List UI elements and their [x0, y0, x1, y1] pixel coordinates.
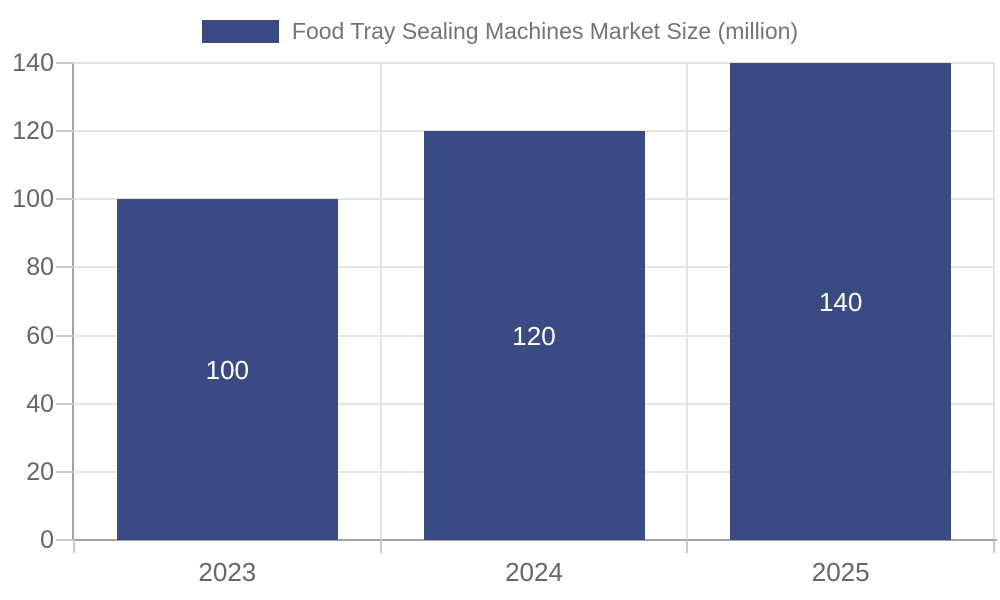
y-tick-140 — [56, 62, 74, 64]
plot-area: 100 120 140 — [72, 62, 997, 541]
y-tick-label-60: 60 — [26, 321, 54, 350]
bar-2023[interactable]: 100 — [116, 199, 338, 540]
x-tick-label-2025: 2025 — [811, 557, 870, 587]
x-tick-0 — [73, 540, 75, 553]
x-tick-label-2023: 2023 — [198, 557, 257, 587]
bar-value-label-2025: 140 — [818, 286, 863, 317]
y-tick-label-120: 120 — [12, 117, 54, 146]
y-tick-label-140: 140 — [12, 49, 54, 77]
y-tick-label-80: 80 — [26, 253, 54, 282]
legend[interactable]: Food Tray Sealing Machines Market Size (… — [0, 17, 1000, 45]
x-tick-2 — [686, 540, 689, 553]
y-tick-80 — [56, 266, 74, 269]
y-tick-label-40: 40 — [26, 389, 54, 418]
bar-2025[interactable]: 140 — [730, 63, 952, 540]
x-tick-3 — [993, 540, 995, 553]
bar-2024[interactable]: 120 — [423, 131, 645, 540]
gridline-v-1 — [379, 63, 382, 540]
bar-value-label-2024: 120 — [512, 320, 556, 351]
bar-value-label-2023: 100 — [205, 354, 250, 385]
x-tick-label-2024: 2024 — [505, 557, 563, 587]
y-axis-line — [72, 63, 74, 540]
y-tick-120 — [56, 130, 74, 133]
y-tick-label-20: 20 — [26, 457, 54, 486]
y-tick-label-100: 100 — [12, 185, 54, 214]
x-axis-line — [72, 539, 997, 541]
legend-label: Food Tray Sealing Machines Market Size (… — [291, 17, 799, 44]
gridline-v-2 — [686, 63, 689, 540]
gridline-v-3 — [993, 63, 995, 540]
y-tick-100 — [56, 198, 74, 201]
y-tick-20 — [56, 470, 74, 473]
y-tick-60 — [56, 334, 74, 337]
y-tick-0 — [56, 539, 74, 541]
gridline-h-140 — [74, 62, 994, 64]
y-tick-label-0: 0 — [40, 526, 54, 554]
y-tick-40 — [56, 402, 74, 405]
legend-swatch — [201, 19, 279, 43]
x-tick-1 — [379, 540, 382, 553]
